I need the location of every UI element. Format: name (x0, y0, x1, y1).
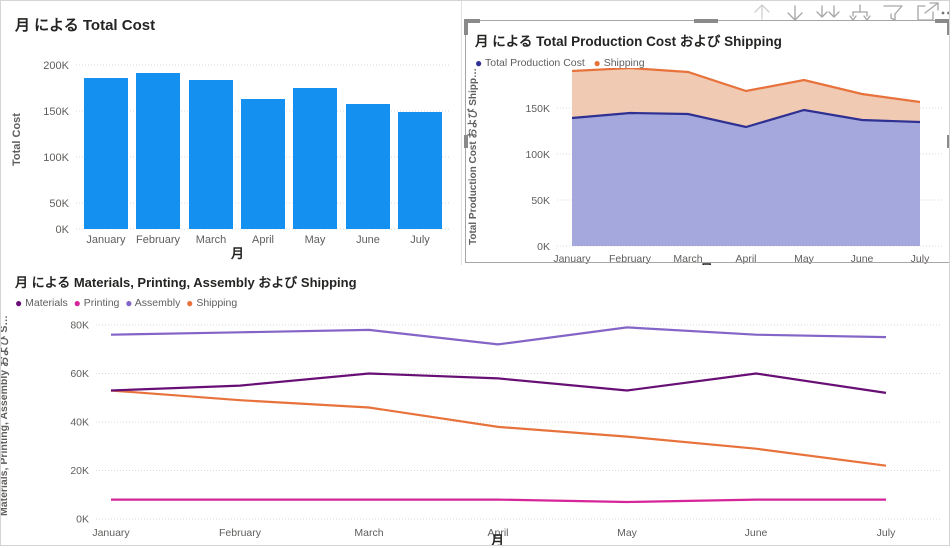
svg-text:200K: 200K (43, 60, 69, 72)
svg-text:July: July (410, 234, 430, 246)
svg-text:June: June (851, 253, 874, 265)
svg-text:60K: 60K (70, 368, 89, 380)
svg-text:February: February (609, 253, 652, 265)
svg-text:150K: 150K (43, 106, 69, 118)
svg-text:May: May (617, 527, 638, 539)
svg-text:0K: 0K (76, 514, 89, 526)
svg-text:100K: 100K (43, 152, 69, 164)
svg-text:20K: 20K (70, 465, 89, 477)
svg-text:March: March (196, 234, 227, 246)
svg-text:January: January (92, 527, 130, 539)
svg-text:May: May (794, 253, 815, 265)
svg-text:150K: 150K (525, 103, 550, 115)
svg-text:100K: 100K (525, 149, 550, 161)
svg-text:April: April (735, 253, 756, 265)
svg-text:July: July (877, 527, 896, 539)
svg-text:February: February (219, 527, 262, 539)
svg-text:80K: 80K (70, 320, 89, 332)
svg-text:April: April (252, 234, 274, 246)
svg-text:March: March (354, 527, 383, 539)
svg-text:July: July (911, 253, 930, 265)
svg-text:50K: 50K (531, 195, 550, 207)
svg-text:January: January (86, 234, 126, 246)
svg-text:June: June (356, 234, 380, 246)
svg-text:June: June (745, 527, 768, 539)
svg-text:0K: 0K (56, 224, 70, 236)
svg-text:March: March (673, 253, 702, 265)
svg-text:40K: 40K (70, 417, 89, 429)
svg-text:May: May (305, 234, 326, 246)
svg-text:50K: 50K (49, 198, 69, 210)
svg-text:February: February (136, 234, 181, 246)
svg-text:January: January (553, 253, 591, 265)
svg-text:0K: 0K (537, 241, 550, 253)
